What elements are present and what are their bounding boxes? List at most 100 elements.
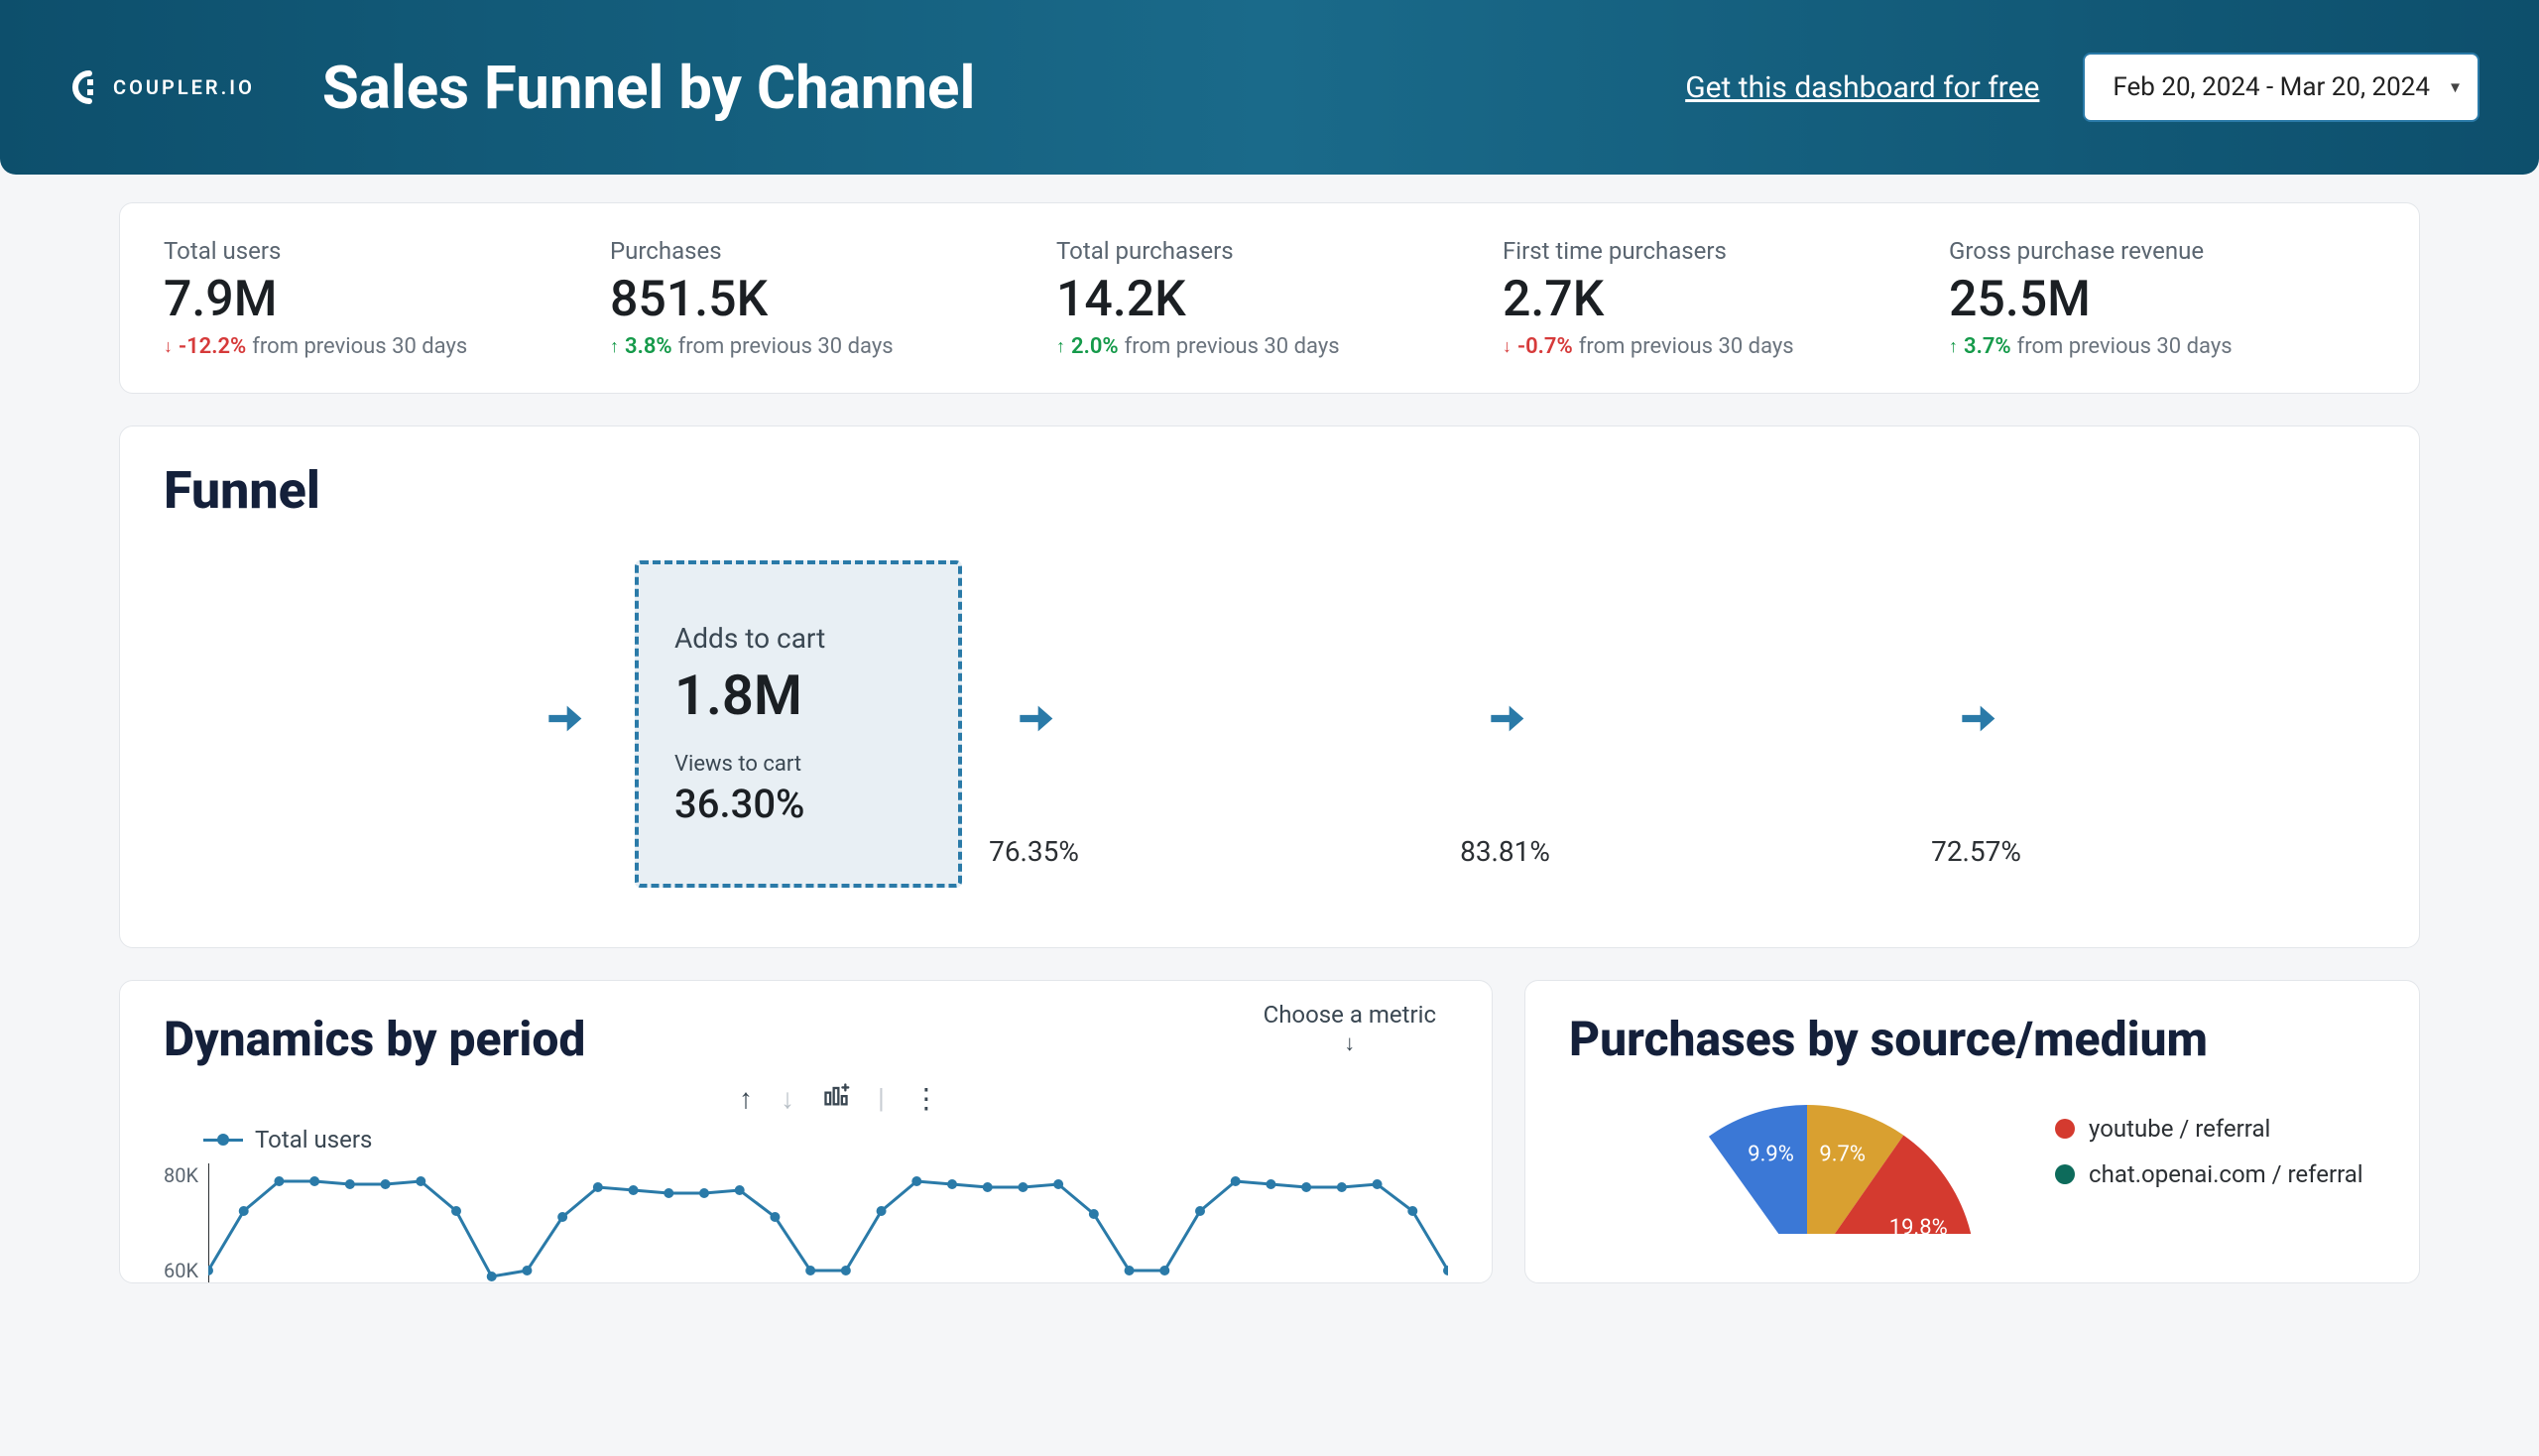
kpi-delta: -12.2% [179,334,246,359]
conversion-pct: 83.81% [1460,835,1550,888]
kpi-label: Gross purchase revenue [1949,237,2375,265]
brand-logo[interactable]: COUPLER.IO [60,67,255,107]
y-tick: 60K [164,1259,198,1282]
metric-hint-text: Choose a metric [1264,1001,1436,1029]
toolbar-divider: | [878,1082,885,1115]
pie-legend-item: youtube / referral [2055,1115,2363,1143]
stage-value: 1.4M [1142,663,1397,728]
funnel-connector [509,560,618,888]
kpi-delta: 3.8% [625,334,672,359]
conversion-pct: 76.35% [989,835,1079,888]
arrow-down-icon: ↓ [1264,1031,1436,1056]
legend-text: chat.openai.com / referral [2089,1160,2363,1188]
dynamics-title: Dynamics by period [164,1011,1448,1067]
sort-asc-icon[interactable]: ↑ [739,1082,753,1115]
kpi-suffix: from previous 30 days [252,334,467,359]
metric-hint: Choose a metric ↓ [1264,1001,1436,1056]
kpi-purchases: Purchases 851.5K ↑ 3.8% from previous 30… [610,237,1036,359]
stage-sub-value: 16.85% [2084,781,2340,827]
kpi-suffix: from previous 30 days [678,334,894,359]
stage-sub-label: Views to cart [674,752,922,777]
funnel-connector: 72.57% [1922,560,2031,888]
stage-sub-label: Views to checkout [1142,752,1397,777]
dynamics-card: Dynamics by period Choose a metric ↓ ↑ ↓… [119,980,1493,1283]
kpi-change: ↑ 3.8% from previous 30 days [610,334,1036,359]
chart-toolbar: ↑ ↓ | ⋮ [164,1081,1448,1116]
brand-text: COUPLER.IO [113,75,255,99]
coupler-logo-icon [60,67,99,107]
kpi-value: 2.7K [1503,271,1929,328]
stage-sub-value: 27.71% [1142,781,1397,827]
pie-legend-item: chat.openai.com / referral [2055,1160,2363,1188]
stage-sub-label: Views to payment info [1613,752,1869,777]
legend-line-icon [203,1139,243,1142]
kpi-delta: 3.7% [1964,334,2011,359]
stage-value: 1.2M [1613,663,1869,728]
kpi-total-purchasers: Total purchasers 14.2K ↑ 2.0% from previ… [1056,237,1483,359]
content: Total users 7.9M ↓ -12.2% from previous … [0,175,2539,1283]
arrow-right-icon [1955,697,1998,752]
kpi-value: 7.9M [164,271,590,328]
arrow-up-icon: ↑ [610,336,619,357]
arrow-right-icon [1013,697,1056,752]
page-title: Sales Funnel by Channel [322,53,975,123]
kpi-first-time-purchasers: First time purchasers 2.7K ↓ -0.7% from … [1503,237,1929,359]
kpi-delta: -0.7% [1517,334,1573,359]
kpi-label: Purchases [610,237,1036,265]
kpi-suffix: from previous 30 days [2017,334,2233,359]
conversion-pct: 72.57% [1931,835,2021,888]
stage-label: Adds to cart [674,622,922,655]
pie-title: Purchases by source/medium [1569,1011,2375,1067]
kpi-change: ↑ 2.0% from previous 30 days [1056,334,1483,359]
kpi-change: ↓ -12.2% from previous 30 days [164,334,590,359]
kpi-total-users: Total users 7.9M ↓ -12.2% from previous … [164,237,590,359]
stage-value: 5.1M [199,700,455,766]
stage-label: Payment info [1613,622,1869,655]
bottom-row: Dynamics by period Choose a metric ↓ ↑ ↓… [119,980,2420,1283]
kpi-delta: 2.0% [1071,334,1119,359]
stage-sub-value: 23.22% [1613,781,1869,827]
kpi-label: Total purchasers [1056,237,1483,265]
pie-chart: 9.9%9.7%19.8% [1599,1095,2015,1234]
arrow-down-icon: ↓ [164,336,173,357]
kpi-change: ↑ 3.7% from previous 30 days [1949,334,2375,359]
stage-value: 851.5K [2084,663,2340,728]
kpi-label: First time purchasers [1503,237,1929,265]
pie-legend: youtube / referral chat.openai.com / ref… [2055,1115,2363,1234]
header-actions: Get this dashboard for free Feb 20, 2024… [1685,53,2479,122]
funnel-row: Page views 5.1M Adds to cart 1.8M Views to c… [164,560,2375,888]
legend-text: youtube / referral [2089,1115,2270,1143]
kpi-value: 25.5M [1949,271,2375,328]
svg-text:9.9%: 9.9% [1748,1143,1794,1167]
svg-text:9.7%: 9.7% [1819,1142,1866,1166]
header: COUPLER.IO Sales Funnel by Channel Get t… [0,0,2539,175]
more-menu-icon[interactable]: ⋮ [912,1082,940,1115]
pie-wrap: 9.9%9.7%19.8% youtube / referral chat.op… [1569,1095,2375,1234]
sort-desc-icon[interactable]: ↓ [781,1082,794,1115]
arrow-right-icon [1484,697,1527,752]
funnel-connector: 76.35% [980,560,1089,888]
export-chart-icon[interactable] [822,1081,850,1116]
chart-legend: Total users [203,1126,1448,1153]
stage-label: Checkouts [1142,622,1397,655]
pie-card: Purchases by source/medium 9.9%9.7%19.8%… [1524,980,2420,1283]
kpi-gross-revenue: Gross purchase revenue 25.5M ↑ 3.7% from… [1949,237,2375,359]
arrow-down-icon: ↓ [1503,336,1511,357]
legend-swatch [2055,1119,2075,1139]
kpi-value: 851.5K [610,271,1036,328]
funnel-stage: Checkouts 1.4M Views to checkout 27.71% [1106,560,1433,888]
stage-value: 1.8M [674,663,922,728]
funnel-stage: Page views 5.1M [164,560,491,888]
stage-sub-value: 36.30% [674,781,922,827]
arrow-up-icon: ↑ [1949,336,1958,357]
stage-label: Page views [199,660,455,692]
funnel-stage[interactable]: Adds to cart 1.8M Views to cart 36.30% [635,560,962,888]
stage-sub-label: Views to purchases [2084,752,2340,777]
cta-link[interactable]: Get this dashboard for free [1685,70,2039,105]
date-range-picker[interactable]: Feb 20, 2024 - Mar 20, 2024 [2083,53,2479,122]
legend-label: Total users [255,1126,372,1153]
kpi-change: ↓ -0.7% from previous 30 days [1503,334,1929,359]
kpi-suffix: from previous 30 days [1579,334,1794,359]
funnel-stage: Purchases851.5KViews to purchases16.85% [2048,560,2375,888]
kpi-value: 14.2K [1056,271,1483,328]
